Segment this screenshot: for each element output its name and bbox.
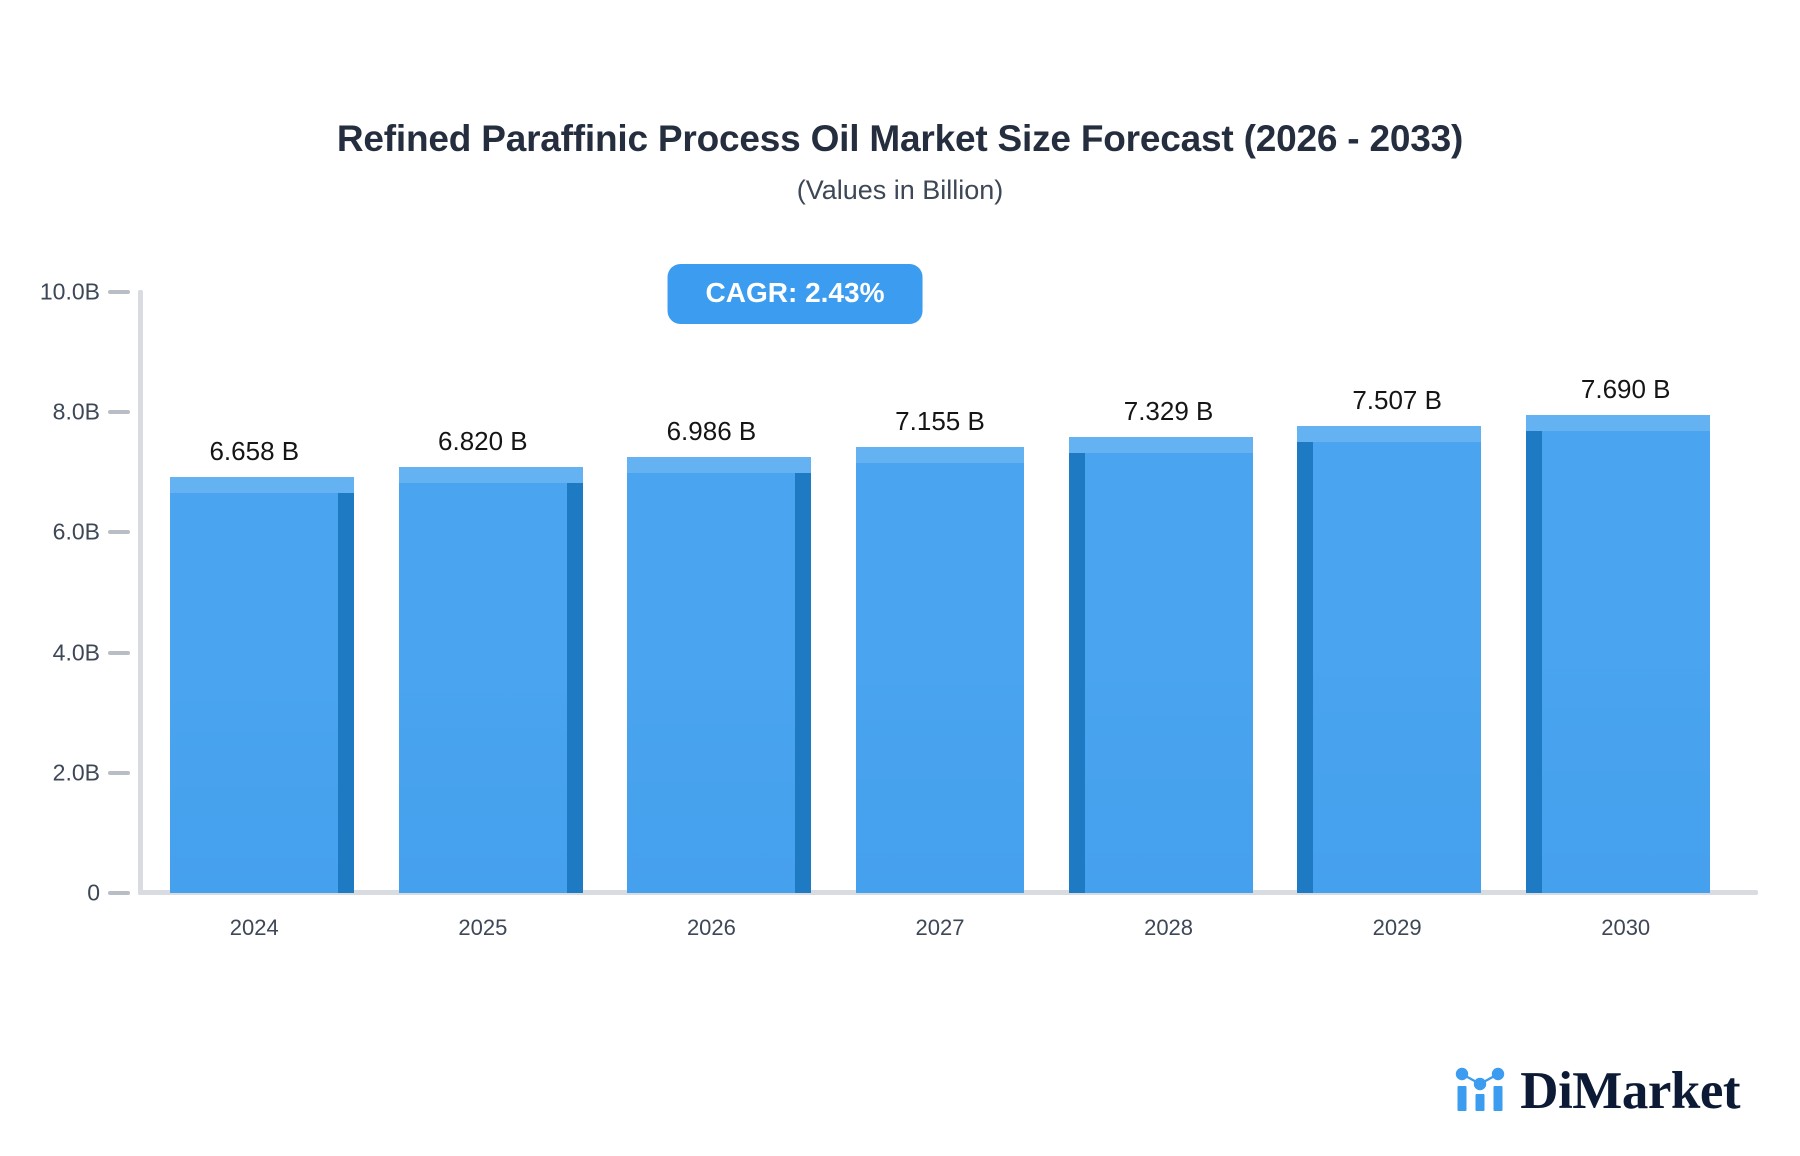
bar-value-label: 7.507 B <box>1352 384 1442 415</box>
bar-side-face <box>338 492 355 893</box>
logo-text: DiMarket <box>1520 1062 1740 1120</box>
bar-value-label: 7.155 B <box>895 406 985 436</box>
bar-value-label: 6.986 B <box>666 416 757 447</box>
bar-top-face <box>627 457 812 474</box>
bar-value-label: 6.820 B <box>438 426 528 457</box>
y-tick-label: 0 <box>87 879 100 906</box>
bar-front-face <box>856 463 1024 893</box>
bar-value-label: 7.329 B <box>1123 395 1214 426</box>
bar-top-face <box>1297 425 1482 442</box>
x-tick-label: 2025 <box>458 915 508 940</box>
x-tick-label: 2028 <box>1144 915 1194 940</box>
y-tick-label: 8.0B <box>52 398 100 425</box>
bar-top-face <box>856 447 1024 463</box>
bar-top-face <box>1525 414 1710 431</box>
y-tick-dash <box>108 410 130 415</box>
bar[interactable]: 7.329 B <box>1068 396 1253 893</box>
y-tick-dash <box>108 530 130 535</box>
chart-subtitle: (Values in Billion) <box>796 175 1004 205</box>
bar-side-face <box>1297 441 1314 893</box>
bar[interactable]: 7.507 B <box>1297 385 1482 893</box>
bar[interactable]: 6.986 B <box>627 416 812 893</box>
bar-front-face <box>170 492 339 893</box>
bar-side-face <box>1068 452 1085 893</box>
bar[interactable]: 6.820 B <box>398 426 583 893</box>
bar[interactable]: 7.155 B <box>856 406 1024 893</box>
bar-top-face <box>170 476 355 493</box>
bar-top-face <box>1068 436 1253 453</box>
bar-front-face <box>1541 430 1710 893</box>
cagr-badge: CAGR: 2.43% <box>667 264 923 324</box>
bar-top-face <box>398 467 583 484</box>
x-tick-label: 2029 <box>1372 915 1422 940</box>
x-tick-label: 2024 <box>229 915 279 940</box>
bar[interactable]: 7.690 B <box>1525 374 1710 893</box>
page-title: Refined Paraffinic Process Oil Market Si… <box>336 118 1464 159</box>
x-tick-label: 2030 <box>1601 915 1651 940</box>
y-tick-label: 6.0B <box>52 518 100 545</box>
y-tick-dash <box>108 290 130 294</box>
bar-side-face <box>566 483 583 893</box>
y-tick-label: 10.0B <box>39 278 100 305</box>
bar-side-face <box>1525 430 1542 893</box>
y-tick-dash <box>108 650 130 655</box>
bar-front-face <box>398 483 567 893</box>
y-tick-dash <box>108 891 130 895</box>
dimarket-logo: DiMarket <box>1454 1065 1740 1118</box>
bar-front-face <box>1313 441 1482 893</box>
plot-area: 6.658 B 6.820 B 6.986 B 7.155 B 7.329 B 7.507… <box>140 292 1740 893</box>
bar[interactable]: 6.658 B <box>170 436 355 893</box>
bar-value-label: 7.690 B <box>1580 373 1671 404</box>
y-tick-label: 2.0B <box>52 759 100 786</box>
bar-chart-logo-icon <box>1454 1065 1506 1118</box>
bar-front-face <box>627 473 796 893</box>
x-tick-label: 2026 <box>686 915 736 940</box>
bar-front-face <box>1084 452 1253 893</box>
bar-value-label: 6.658 B <box>209 435 300 466</box>
x-tick-label: 2027 <box>915 915 965 940</box>
y-axis-line <box>138 290 143 895</box>
y-tick-dash <box>108 770 130 775</box>
bar-side-face <box>795 473 812 893</box>
y-tick-label: 4.0B <box>52 639 100 666</box>
